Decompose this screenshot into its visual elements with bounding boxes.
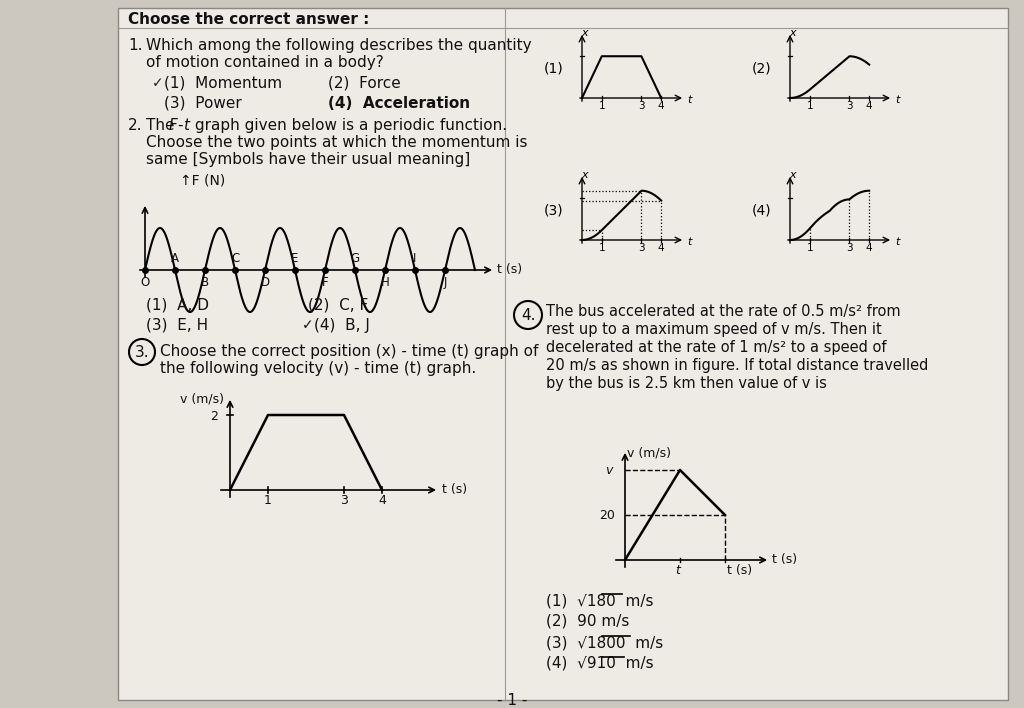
Text: (4)  B, J: (4) B, J — [314, 318, 370, 333]
Text: t: t — [895, 95, 899, 105]
Text: t (s): t (s) — [727, 564, 752, 577]
Text: v (m/s): v (m/s) — [627, 446, 671, 459]
Text: t (s): t (s) — [442, 483, 467, 496]
Text: 3.: 3. — [135, 345, 150, 360]
Text: (3)  Power: (3) Power — [164, 96, 242, 111]
Text: ↑F (N): ↑F (N) — [180, 173, 225, 187]
Text: F: F — [322, 276, 329, 289]
Text: (2)  90 m/s: (2) 90 m/s — [546, 614, 630, 629]
Text: decelerated at the rate of 1 m/s² to a speed of: decelerated at the rate of 1 m/s² to a s… — [546, 340, 887, 355]
Text: (3)  E, H: (3) E, H — [146, 318, 208, 333]
Text: Which among the following describes the quantity: Which among the following describes the … — [146, 38, 531, 53]
Text: of motion contained in a body?: of motion contained in a body? — [146, 55, 384, 70]
Text: x: x — [790, 28, 797, 38]
Text: (4)  √910  m/s: (4) √910 m/s — [546, 656, 653, 671]
Text: (1)  Momentum: (1) Momentum — [164, 76, 283, 91]
Text: -: - — [177, 118, 182, 133]
Text: 4: 4 — [378, 494, 386, 507]
Text: I: I — [414, 252, 417, 265]
Text: t: t — [183, 118, 189, 133]
Text: 4: 4 — [866, 243, 872, 253]
Text: t: t — [687, 95, 691, 105]
Text: J: J — [443, 276, 446, 289]
Text: Choose the correct position (x) - time (t) graph of: Choose the correct position (x) - time (… — [160, 344, 539, 359]
Text: O: O — [140, 276, 150, 289]
Text: graph given below is a periodic function.: graph given below is a periodic function… — [190, 118, 507, 133]
Text: ✓: ✓ — [302, 318, 313, 332]
Text: same [Symbols have their usual meaning]: same [Symbols have their usual meaning] — [146, 152, 470, 167]
Text: (2): (2) — [752, 62, 772, 76]
Text: 20 m/s as shown in figure. If total distance travelled: 20 m/s as shown in figure. If total dist… — [546, 358, 929, 373]
Text: Choose the two points at which the momentum is: Choose the two points at which the momen… — [146, 135, 527, 150]
Text: 1: 1 — [598, 243, 605, 253]
Text: Choose the correct answer :: Choose the correct answer : — [128, 12, 370, 27]
Text: (3): (3) — [544, 204, 563, 218]
Text: 4: 4 — [657, 243, 665, 253]
Text: (1)  √180  m/s: (1) √180 m/s — [546, 593, 653, 608]
Text: (4)  Acceleration: (4) Acceleration — [328, 96, 470, 111]
Text: C: C — [230, 252, 240, 265]
Text: B: B — [201, 276, 209, 289]
Text: x: x — [790, 170, 797, 180]
Text: 3: 3 — [846, 101, 853, 111]
Text: 3: 3 — [340, 494, 348, 507]
Text: 1: 1 — [598, 101, 605, 111]
Text: 4: 4 — [657, 101, 665, 111]
Text: v (m/s): v (m/s) — [180, 393, 224, 406]
Text: x: x — [582, 170, 589, 180]
Text: H: H — [381, 276, 389, 289]
Text: (2)  C, F: (2) C, F — [308, 298, 369, 313]
Text: v: v — [605, 464, 612, 477]
Text: - 1 -: - 1 - — [497, 693, 527, 708]
Text: D: D — [260, 276, 269, 289]
Text: t: t — [687, 237, 691, 247]
Text: E: E — [291, 252, 299, 265]
Bar — [118, 8, 1008, 700]
Text: rest up to a maximum speed of v m/s. Then it: rest up to a maximum speed of v m/s. The… — [546, 322, 882, 337]
Text: G: G — [350, 252, 359, 265]
Text: t (s): t (s) — [497, 263, 522, 276]
Text: 3: 3 — [846, 243, 853, 253]
Text: (1)  A, D: (1) A, D — [146, 298, 209, 313]
Text: x: x — [582, 28, 589, 38]
Text: t: t — [676, 564, 680, 577]
Text: The: The — [146, 118, 179, 133]
Text: (4): (4) — [752, 204, 772, 218]
Text: ✓: ✓ — [152, 76, 164, 90]
Text: 1: 1 — [264, 494, 272, 507]
Text: (2)  Force: (2) Force — [328, 76, 400, 91]
Text: by the bus is 2.5 km then value of v is: by the bus is 2.5 km then value of v is — [546, 376, 826, 391]
Text: t (s): t (s) — [772, 553, 797, 566]
Text: t: t — [895, 237, 899, 247]
Text: The bus accelerated at the rate of 0.5 m/s² from: The bus accelerated at the rate of 0.5 m… — [546, 304, 901, 319]
Text: (3)  √1800  m/s: (3) √1800 m/s — [546, 635, 664, 650]
Text: A: A — [171, 252, 179, 265]
Text: the following velocity (v) - time (t) graph.: the following velocity (v) - time (t) gr… — [160, 361, 476, 376]
Text: 3: 3 — [638, 243, 645, 253]
Text: 4: 4 — [866, 101, 872, 111]
Text: 4.: 4. — [521, 308, 536, 323]
Text: 1.: 1. — [128, 38, 142, 53]
Text: 1: 1 — [807, 243, 813, 253]
Text: 3: 3 — [638, 101, 645, 111]
Text: 20: 20 — [599, 509, 614, 522]
Text: (1): (1) — [544, 62, 564, 76]
Text: 2: 2 — [210, 410, 218, 423]
Text: 1: 1 — [807, 101, 813, 111]
Text: 2.: 2. — [128, 118, 142, 133]
Text: F: F — [169, 118, 178, 133]
